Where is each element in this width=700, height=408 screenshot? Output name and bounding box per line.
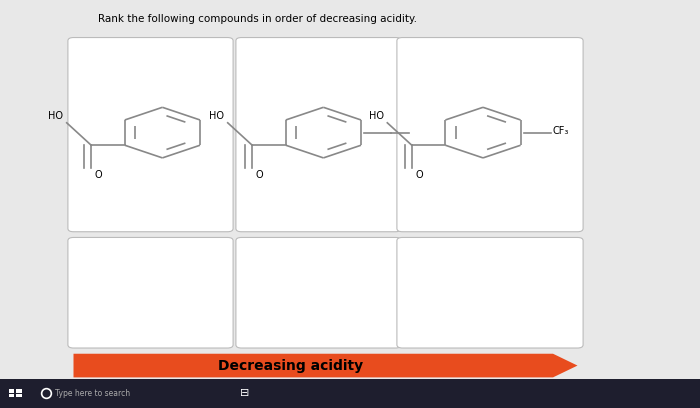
Text: O: O — [415, 170, 423, 180]
Text: HO: HO — [369, 111, 384, 121]
FancyBboxPatch shape — [0, 379, 700, 408]
FancyBboxPatch shape — [68, 38, 233, 232]
FancyBboxPatch shape — [8, 389, 14, 392]
Text: Decreasing acidity: Decreasing acidity — [218, 359, 363, 373]
Polygon shape — [74, 354, 578, 377]
Text: ⊟: ⊟ — [240, 388, 250, 398]
Text: O: O — [256, 170, 263, 180]
Text: HO: HO — [209, 111, 224, 121]
Text: Type here to search: Type here to search — [55, 389, 130, 398]
Text: Rank the following compounds in order of decreasing acidity.: Rank the following compounds in order of… — [98, 14, 417, 24]
Text: O: O — [94, 170, 102, 180]
Text: HO: HO — [48, 111, 63, 121]
FancyBboxPatch shape — [397, 38, 583, 232]
FancyBboxPatch shape — [8, 394, 14, 397]
FancyBboxPatch shape — [68, 237, 233, 348]
Text: CF₃: CF₃ — [553, 126, 569, 136]
FancyBboxPatch shape — [236, 237, 401, 348]
FancyBboxPatch shape — [397, 237, 583, 348]
FancyBboxPatch shape — [17, 389, 22, 392]
FancyBboxPatch shape — [236, 38, 401, 232]
FancyBboxPatch shape — [17, 394, 22, 397]
